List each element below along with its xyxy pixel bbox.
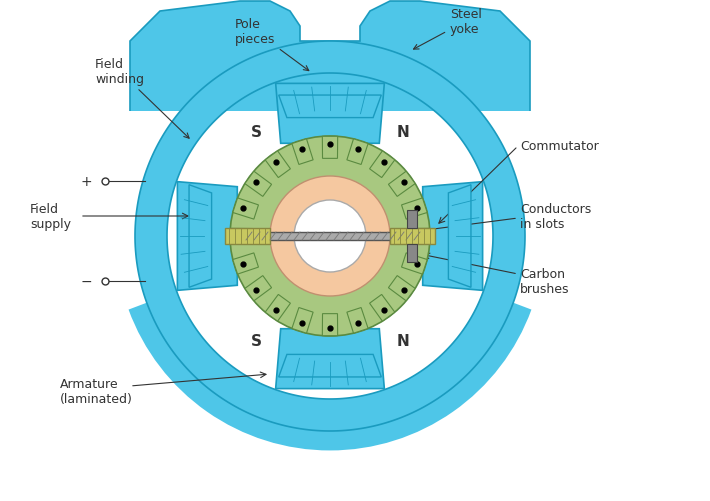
Text: S: S <box>251 334 262 349</box>
Polygon shape <box>189 185 212 288</box>
Polygon shape <box>292 139 313 165</box>
Polygon shape <box>245 172 272 197</box>
Polygon shape <box>388 172 415 197</box>
Polygon shape <box>370 151 395 178</box>
Polygon shape <box>449 185 471 288</box>
Text: N: N <box>397 124 410 139</box>
Polygon shape <box>279 96 381 118</box>
Polygon shape <box>322 137 338 159</box>
Polygon shape <box>347 308 368 334</box>
Text: Pole
pieces: Pole pieces <box>235 18 309 72</box>
Circle shape <box>230 137 430 336</box>
Polygon shape <box>245 276 272 301</box>
Polygon shape <box>402 254 427 275</box>
Polygon shape <box>233 254 258 275</box>
Circle shape <box>270 177 390 297</box>
Circle shape <box>294 200 366 273</box>
PathPatch shape <box>135 42 525 431</box>
Bar <box>407 244 417 263</box>
FancyBboxPatch shape <box>240 232 420 240</box>
Polygon shape <box>178 182 237 291</box>
Text: Steel
yoke: Steel yoke <box>413 8 482 50</box>
Text: Field
winding: Field winding <box>95 58 189 139</box>
Polygon shape <box>266 151 290 178</box>
Text: Conductors
in slots: Conductors in slots <box>520 202 591 230</box>
Polygon shape <box>422 182 483 291</box>
Text: −: − <box>80 275 92 289</box>
PathPatch shape <box>130 2 530 112</box>
Polygon shape <box>322 314 338 336</box>
Polygon shape <box>408 229 430 244</box>
Polygon shape <box>275 84 384 144</box>
Text: Field
supply: Field supply <box>30 202 71 230</box>
Polygon shape <box>233 198 258 219</box>
Polygon shape <box>402 198 427 219</box>
Polygon shape <box>388 276 415 301</box>
Text: +: + <box>80 175 92 188</box>
Text: S: S <box>251 124 262 139</box>
Polygon shape <box>347 139 368 165</box>
Polygon shape <box>370 295 395 322</box>
Text: N: N <box>397 334 410 349</box>
Bar <box>407 210 417 228</box>
Text: Armature
(laminated): Armature (laminated) <box>60 377 133 405</box>
Text: Commutator: Commutator <box>520 140 599 153</box>
Polygon shape <box>292 308 313 334</box>
Bar <box>390 228 435 244</box>
Polygon shape <box>230 229 252 244</box>
Bar <box>225 228 270 244</box>
Polygon shape <box>266 295 290 322</box>
Polygon shape <box>279 355 381 377</box>
Polygon shape <box>275 329 384 389</box>
Text: Carbon
brushes: Carbon brushes <box>520 268 569 296</box>
